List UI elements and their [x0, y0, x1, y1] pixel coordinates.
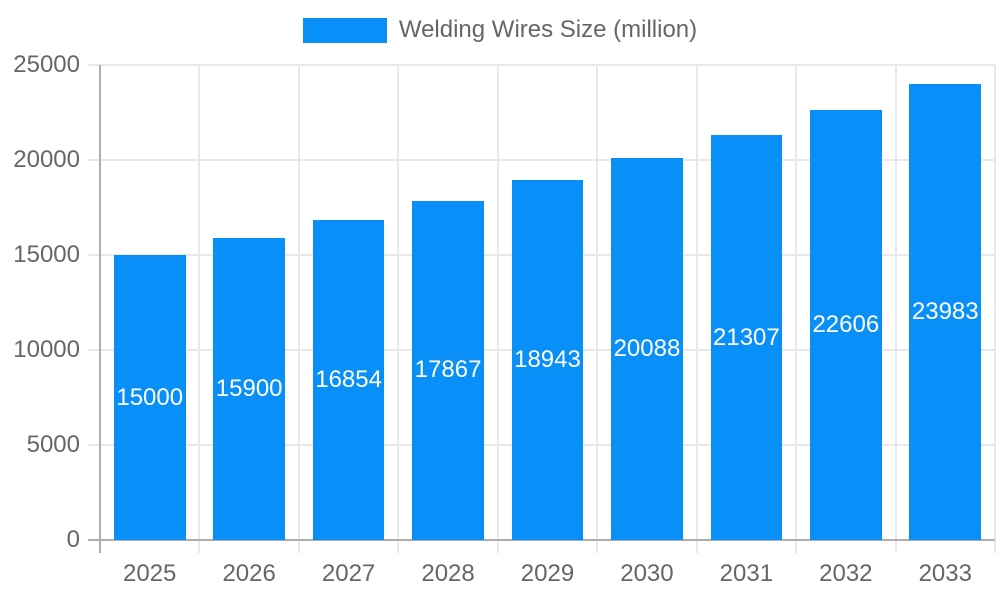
bar-value-label: 23983	[911, 298, 979, 326]
x-gridline	[496, 65, 499, 553]
y-tick-label: 25000	[13, 51, 80, 78]
x-gridline	[596, 65, 599, 553]
y-gridline	[88, 64, 995, 66]
y-tick-label: 15000	[13, 241, 80, 268]
bar-value-label: 18943	[514, 346, 581, 374]
legend-label: Welding Wires Size (million)	[398, 16, 698, 43]
x-tick-label: 2030	[620, 560, 674, 587]
y-tick-label: 20000	[13, 146, 80, 173]
bar	[113, 255, 186, 540]
x-tick-label: 2031	[719, 560, 774, 587]
bar-value-label: 21307	[713, 323, 780, 351]
x-tick-label: 2025	[123, 560, 177, 587]
x-tick-label: 2026	[222, 560, 276, 587]
x-tick-label: 2029	[520, 560, 575, 587]
x-axis-line	[88, 539, 995, 541]
bar-value-label: 20088	[613, 335, 681, 363]
legend-swatch	[302, 17, 387, 43]
y-gridline	[88, 159, 995, 161]
x-tick-label: 2027	[321, 560, 376, 587]
x-gridline	[297, 65, 300, 553]
x-gridline	[198, 65, 201, 553]
x-gridline	[894, 65, 897, 553]
bar-value-label: 22606	[812, 311, 880, 339]
x-gridline	[397, 65, 400, 553]
bar	[810, 110, 882, 540]
bar-value-label: 15000	[116, 383, 184, 411]
y-tick-label: 5000	[26, 431, 80, 458]
y-tick-label: 0	[66, 526, 80, 553]
bar	[511, 180, 584, 540]
bar-value-label: 15900	[215, 374, 283, 402]
bar	[412, 200, 484, 540]
x-tick-label: 2032	[819, 560, 873, 587]
bar	[312, 219, 385, 540]
x-tick-label: 2028	[421, 560, 475, 587]
x-tick-label: 2033	[918, 560, 972, 587]
bar	[213, 237, 285, 540]
y-tick-label: 10000	[13, 336, 80, 363]
bar	[710, 135, 783, 540]
bar	[611, 158, 683, 540]
x-gridline	[994, 65, 996, 553]
x-gridline	[695, 65, 698, 553]
bar	[909, 84, 982, 540]
bar-value-label: 16854	[315, 365, 382, 393]
y-axis-line	[99, 65, 101, 553]
bar-value-label: 17867	[414, 356, 482, 384]
x-gridline	[795, 65, 798, 553]
legend-item[interactable]: Welding Wires Size (million)	[0, 16, 1000, 44]
